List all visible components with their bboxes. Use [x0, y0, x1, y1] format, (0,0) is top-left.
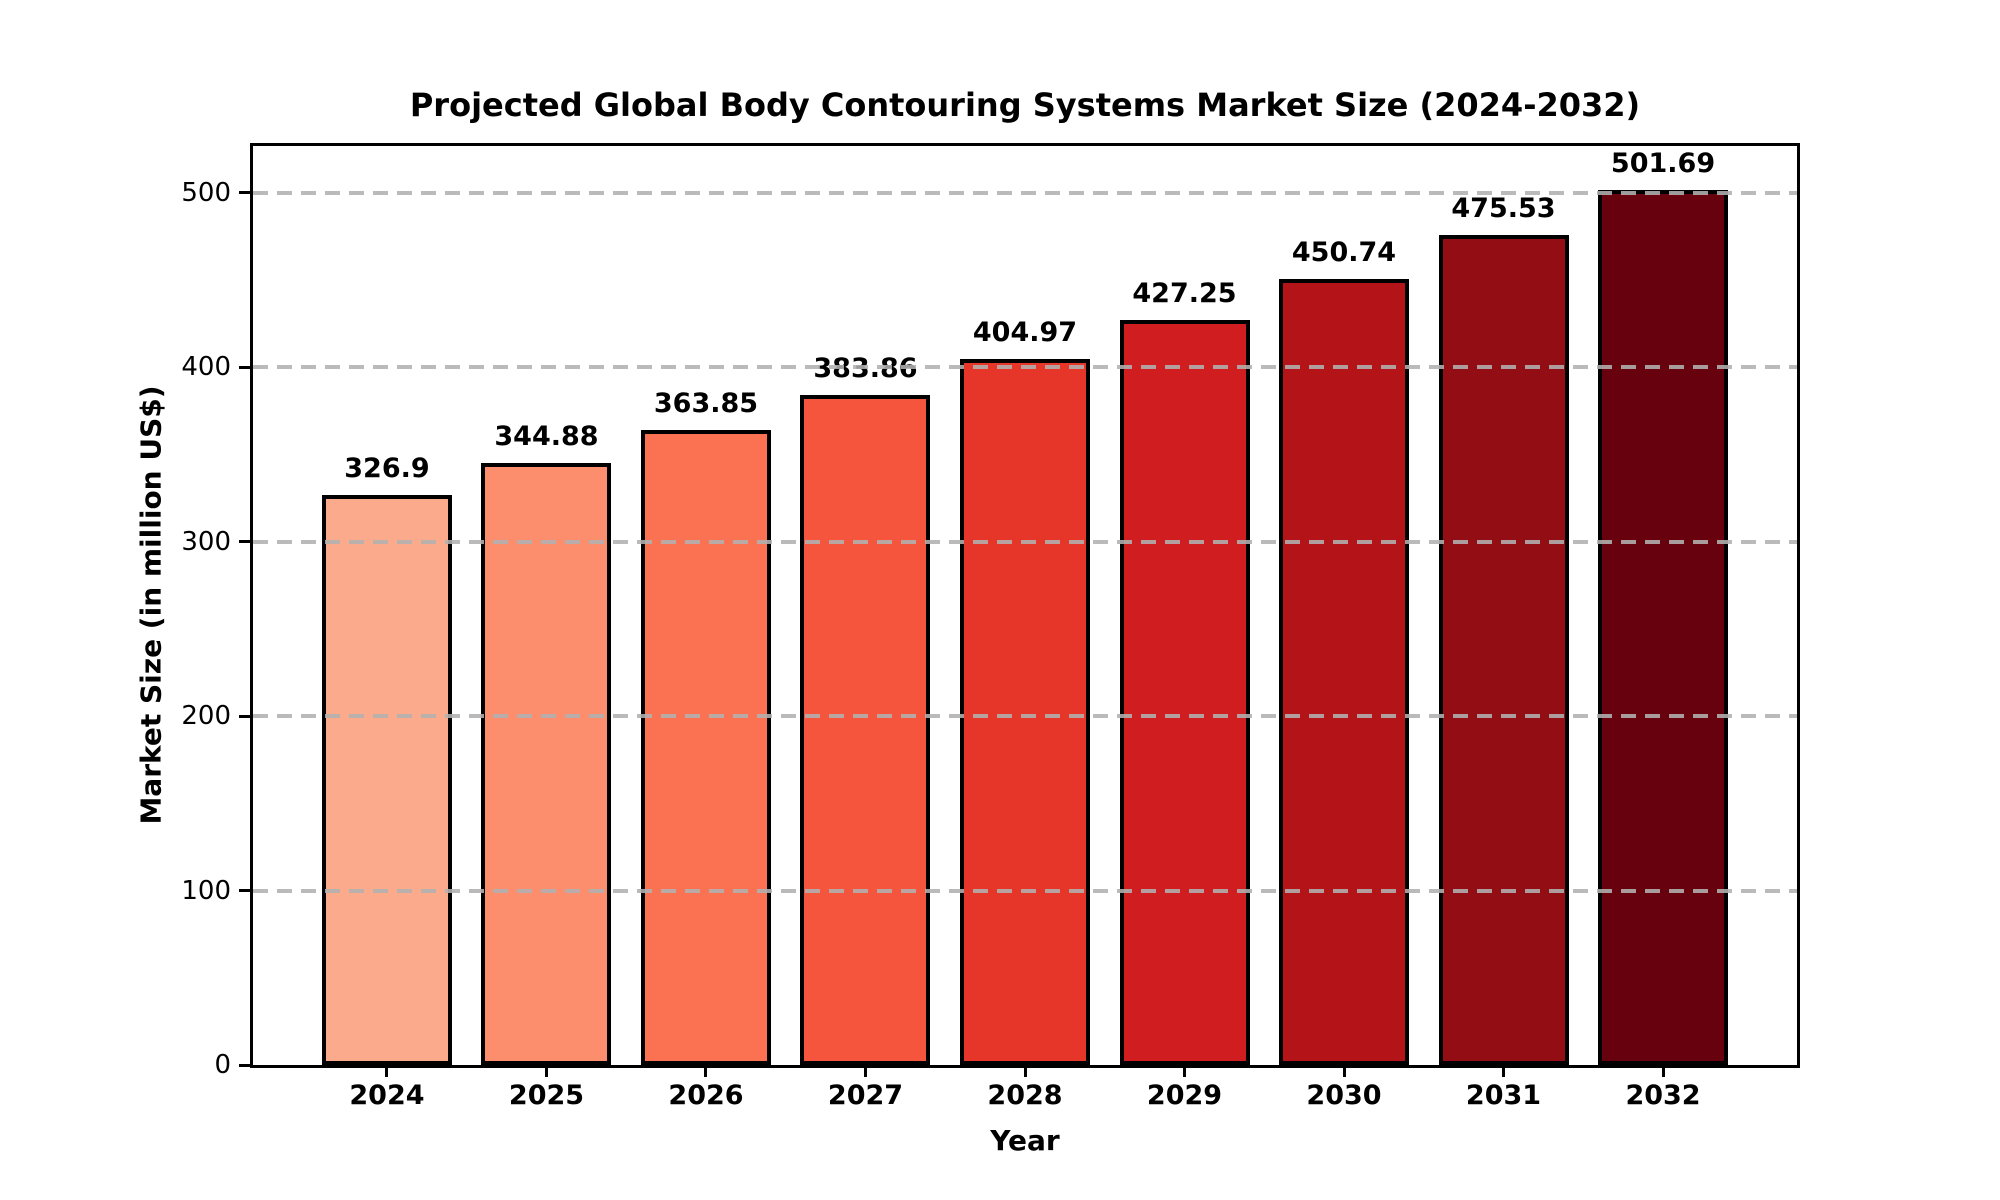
- x-tick-mark: [385, 1066, 389, 1077]
- x-tick-label: 2026: [668, 1080, 744, 1111]
- y-tick-mark: [239, 540, 250, 544]
- x-tick-label: 2025: [508, 1080, 585, 1111]
- y-tick-label: 200: [181, 701, 231, 732]
- x-tick-label: 2028: [987, 1080, 1063, 1111]
- x-axis-label: Year: [990, 1124, 1060, 1157]
- bar-value-label: 450.74: [1291, 236, 1397, 268]
- y-tick-mark: [239, 714, 250, 718]
- gridline-300: [253, 539, 1797, 544]
- gridline-100: [253, 888, 1797, 893]
- bar-2026: [640, 430, 771, 1065]
- x-tick-mark: [544, 1066, 548, 1077]
- x-tick-mark: [1661, 1066, 1665, 1077]
- y-tick-label: 500: [181, 177, 231, 208]
- bar-2024: [321, 494, 452, 1065]
- bar-2025: [481, 463, 612, 1065]
- x-tick-label: 2032: [1625, 1080, 1701, 1111]
- bar-2031: [1438, 235, 1569, 1065]
- plot-inner: 326.9 344.88 363.85 383.86 404.97 427.25 450.7…: [253, 146, 1797, 1065]
- bar-2028: [960, 358, 1090, 1065]
- y-tick-mark: [239, 1063, 250, 1067]
- bar-value-label: 383.86: [813, 354, 917, 384]
- bar-value-label: 501.69: [1610, 147, 1716, 179]
- x-tick-mark: [1342, 1066, 1346, 1077]
- x-tick-label: 2031: [1465, 1080, 1542, 1111]
- y-tick-label: 400: [181, 352, 231, 383]
- bar-value-label: 475.53: [1451, 193, 1556, 225]
- gridline-500: [253, 190, 1797, 195]
- bar-value-label: 427.25: [1132, 277, 1237, 309]
- x-tick-label: 2029: [1146, 1080, 1223, 1111]
- x-tick-label: 2024: [349, 1080, 425, 1111]
- bar-2030: [1279, 278, 1409, 1065]
- x-tick-mark: [1183, 1066, 1186, 1077]
- plot-area: 326.9 344.88 363.85 383.86 404.97 427.25 450.7…: [250, 143, 1800, 1068]
- y-tick-label: 0: [214, 1050, 231, 1080]
- x-tick-mark: [704, 1066, 708, 1077]
- gridline-200: [253, 714, 1797, 719]
- y-tick-label: 300: [181, 526, 231, 557]
- bar-value-label: 363.85: [653, 388, 759, 420]
- x-tick-mark: [1023, 1066, 1027, 1077]
- bar-value-label: 344.88: [494, 421, 599, 453]
- bar-value-label: 404.97: [972, 316, 1078, 348]
- bar-value-label: 326.9: [344, 452, 430, 484]
- gridline-400: [253, 365, 1797, 370]
- y-tick-mark: [239, 365, 250, 369]
- y-tick-mark: [239, 191, 250, 195]
- x-tick-mark: [1502, 1066, 1505, 1077]
- bar-2029: [1119, 319, 1250, 1065]
- x-tick-mark: [863, 1066, 867, 1077]
- chart-title: Projected Global Body Contouring Systems…: [409, 86, 1641, 124]
- y-tick-label: 100: [181, 875, 231, 906]
- y-axis-label: Market Size (in million US$): [134, 385, 168, 825]
- x-tick-label: 2027: [827, 1080, 904, 1111]
- x-tick-label: 2030: [1306, 1080, 1382, 1111]
- bar-2032: [1598, 189, 1729, 1065]
- y-tick-mark: [239, 889, 250, 893]
- bar-2027: [800, 395, 931, 1065]
